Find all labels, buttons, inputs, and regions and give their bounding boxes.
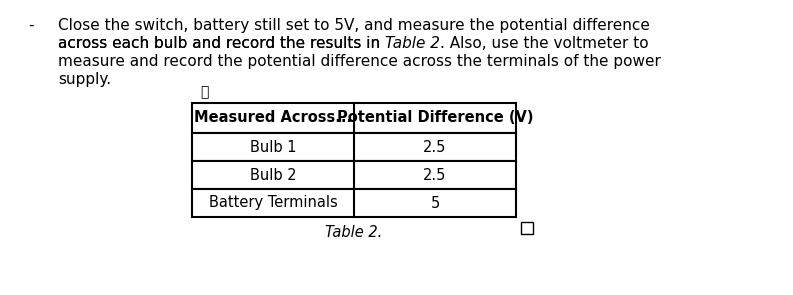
Bar <box>192 189 516 217</box>
Text: Bulb 2: Bulb 2 <box>250 168 297 183</box>
Text: Potential Difference (V): Potential Difference (V) <box>337 111 533 125</box>
Text: -: - <box>28 18 33 33</box>
Text: 2.5: 2.5 <box>423 168 446 183</box>
Text: across each bulb and record the results in: across each bulb and record the results … <box>58 36 385 51</box>
Bar <box>192 133 516 161</box>
Text: Battery Terminals: Battery Terminals <box>209 196 337 211</box>
Text: Table 2: Table 2 <box>385 36 440 51</box>
Text: ⤢: ⤢ <box>200 85 209 99</box>
Text: 2.5: 2.5 <box>423 140 446 155</box>
Text: Bulb 1: Bulb 1 <box>250 140 297 155</box>
Text: across each bulb and record the results in: across each bulb and record the results … <box>58 36 385 51</box>
Text: Measured Across...: Measured Across... <box>194 111 352 125</box>
Text: supply.: supply. <box>58 72 111 87</box>
Bar <box>192 161 516 189</box>
Text: Close the switch, battery still set to 5V, and measure the potential difference: Close the switch, battery still set to 5… <box>58 18 650 33</box>
Text: Table 2.: Table 2. <box>325 225 383 240</box>
Text: measure and record the potential difference across the terminals of the power: measure and record the potential differe… <box>58 54 661 69</box>
Bar <box>521 222 533 234</box>
Bar <box>192 103 516 133</box>
Text: 5: 5 <box>431 196 439 211</box>
Text: . Also, use the voltmeter to: . Also, use the voltmeter to <box>440 36 649 51</box>
